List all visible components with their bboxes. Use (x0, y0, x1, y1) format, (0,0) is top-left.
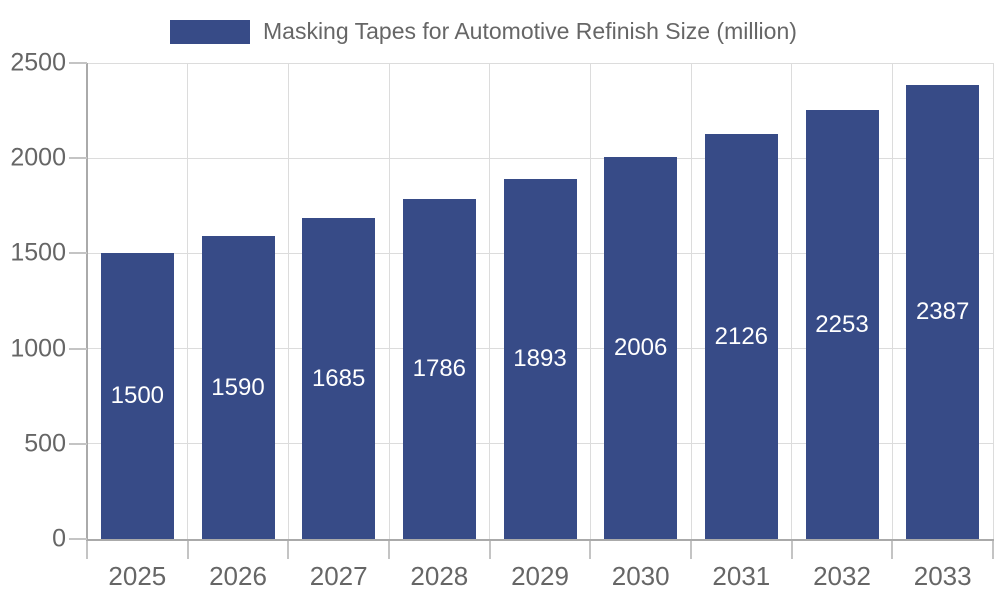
x-tick (690, 541, 692, 559)
x-tick-label: 2032 (813, 561, 871, 591)
v-gridline (187, 63, 189, 539)
h-gridline (87, 62, 993, 64)
v-gridline (589, 63, 591, 539)
x-tick (287, 541, 290, 559)
y-tick (69, 442, 87, 445)
y-tick (69, 62, 87, 64)
legend-label: Masking Tapes for Automotive Refinish Si… (263, 18, 797, 44)
v-gridline (690, 63, 692, 539)
x-tick (790, 541, 793, 559)
bar-2027[interactable] (302, 218, 376, 539)
x-tick (992, 541, 994, 559)
bar-2028[interactable] (402, 198, 476, 539)
x-tick-label: 2028 (410, 561, 469, 591)
y-tick-label: 1500 (10, 238, 66, 267)
v-gridline (489, 63, 491, 539)
y-tick (69, 157, 87, 160)
bar-2025[interactable] (100, 253, 174, 539)
v-gridline (287, 63, 289, 539)
bar-2033[interactable] (906, 84, 980, 539)
y-tick (69, 347, 87, 350)
x-tick (488, 541, 491, 559)
bar-2030[interactable] (604, 157, 678, 539)
bar-value-label: 1590 (211, 373, 265, 401)
y-tick-label: 0 (52, 524, 66, 553)
v-gridline (891, 63, 893, 539)
x-tick-label: 2029 (511, 561, 569, 591)
bar-2029[interactable] (503, 178, 577, 539)
bar-2026[interactable] (201, 236, 275, 539)
y-tick (69, 538, 87, 540)
bar-value-label: 1893 (513, 344, 567, 372)
bar-value-label: 1685 (311, 364, 366, 392)
x-tick (186, 541, 189, 559)
y-tick-label: 1000 (10, 334, 66, 363)
bar-value-label: 1500 (110, 382, 165, 410)
x-tick-label: 2030 (611, 561, 670, 591)
x-tick-label: 2025 (108, 561, 167, 591)
legend-swatch (170, 19, 250, 44)
v-gridline (791, 63, 793, 539)
x-axis-line (86, 539, 994, 541)
x-tick (86, 541, 88, 559)
bar-value-label: 1786 (412, 354, 467, 382)
x-tick-label: 2033 (913, 561, 972, 591)
bar-value-label: 2253 (815, 310, 869, 338)
y-tick-label: 2500 (10, 48, 66, 77)
bar-value-label: 2387 (915, 297, 970, 325)
y-tick-label: 2000 (10, 143, 66, 172)
x-tick-label: 2031 (712, 561, 771, 591)
v-gridline (992, 63, 994, 539)
bar-2032[interactable] (805, 110, 879, 539)
h-gridline (87, 157, 993, 159)
y-tick (69, 252, 87, 255)
v-gridline (388, 63, 390, 539)
bar-value-label: 2126 (714, 322, 769, 350)
bar-value-label: 2006 (613, 334, 668, 362)
legend[interactable]: Masking Tapes for Automotive Refinish Si… (170, 18, 797, 45)
x-tick (589, 541, 592, 559)
y-tick-label: 500 (24, 429, 66, 458)
x-tick (388, 541, 390, 559)
y-axis-line (86, 63, 88, 558)
x-tick-label: 2027 (309, 561, 368, 591)
x-tick-label: 2026 (209, 561, 267, 591)
bar-2031[interactable] (704, 134, 778, 539)
x-tick (891, 541, 894, 559)
